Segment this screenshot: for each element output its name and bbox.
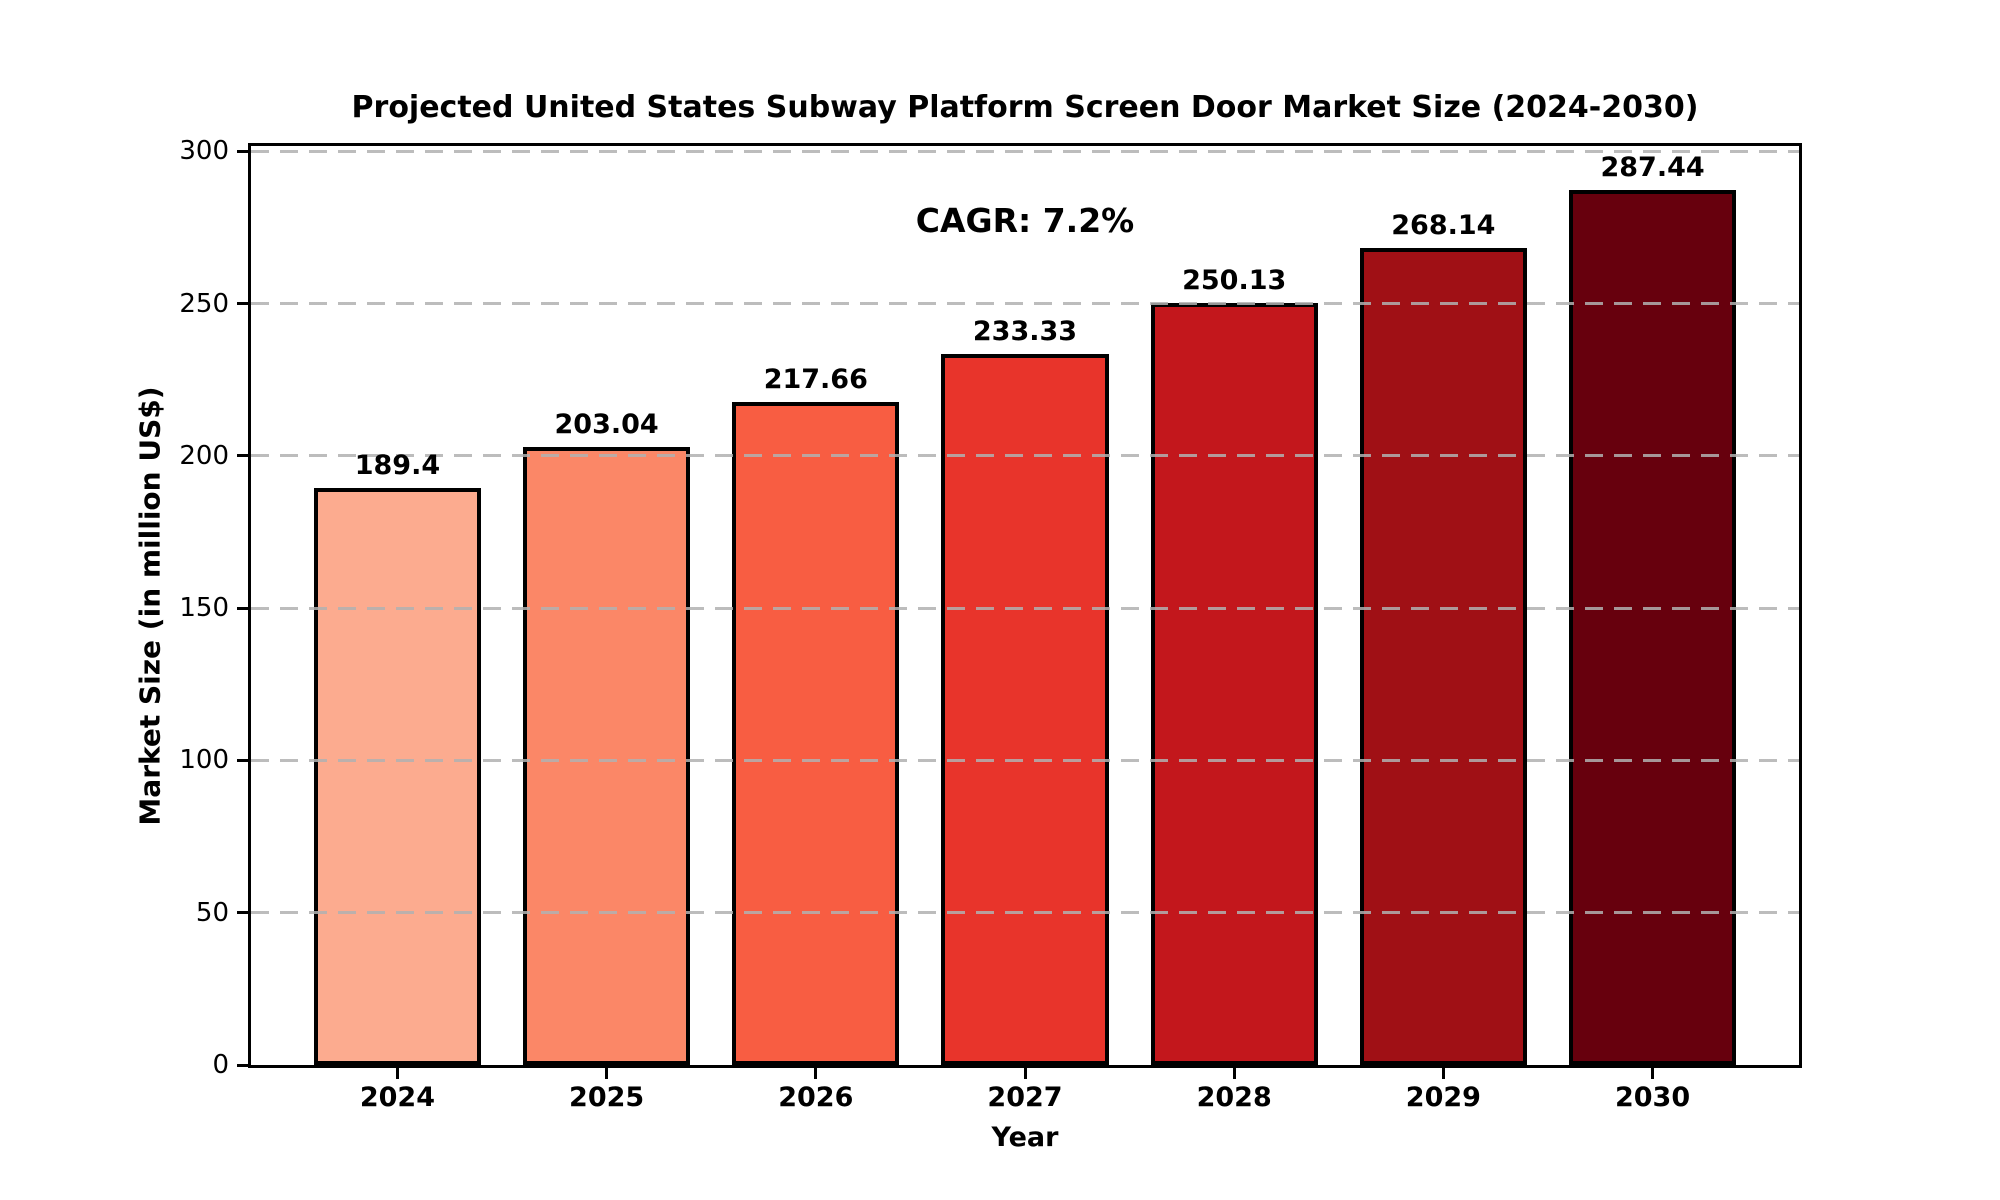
y-tick-mark-200 (237, 454, 248, 458)
x-tick-label-2029: 2029 (1405, 1082, 1481, 1113)
x-tick-mark-2024 (395, 1068, 399, 1079)
x-axis-label: Year (991, 1122, 1059, 1153)
x-tick-label-2028: 2028 (1196, 1082, 1272, 1113)
y-axis-label: Market Size (in million US$) (133, 386, 167, 826)
x-tick-label-2024: 2024 (359, 1082, 435, 1113)
y-tick-mark-250 (237, 302, 248, 306)
x-tick-mark-2030 (1651, 1068, 1655, 1079)
x-tick-label-2026: 2026 (778, 1082, 854, 1113)
x-tick-mark-2028 (1232, 1068, 1236, 1079)
plot-area (248, 143, 1802, 1068)
x-tick-mark-2025 (605, 1068, 609, 1079)
cagr-annotation: CAGR: 7.2% (915, 201, 1135, 240)
x-tick-mark-2027 (1023, 1068, 1027, 1079)
y-tick-mark-50 (237, 911, 248, 915)
y-tick-mark-0 (237, 1063, 248, 1067)
chart-title: Projected United States Subway Platform … (351, 90, 1699, 125)
y-tick-mark-100 (237, 758, 248, 762)
x-tick-label-2027: 2027 (987, 1082, 1063, 1113)
x-tick-mark-2026 (814, 1068, 818, 1079)
y-tick-mark-150 (237, 606, 248, 610)
y-tick-mark-300 (237, 149, 248, 153)
x-tick-mark-2029 (1441, 1068, 1445, 1079)
x-tick-label-2030: 2030 (1614, 1082, 1691, 1113)
x-tick-label-2025: 2025 (569, 1082, 645, 1113)
